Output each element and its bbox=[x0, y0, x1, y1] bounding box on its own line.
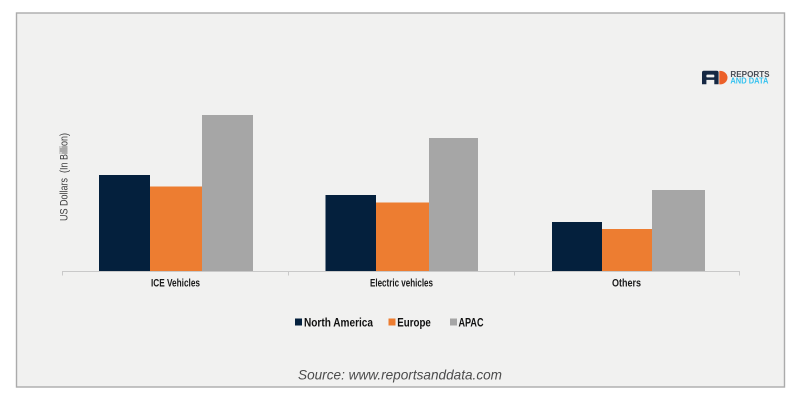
svg-text:AND DATA: AND DATA bbox=[730, 77, 768, 86]
svg-text:Others: Others bbox=[612, 278, 641, 290]
svg-text:US Dollars (In Billion): US Dollars (In Billion) bbox=[59, 133, 71, 221]
svg-text:Source: www.reportsanddata.com: Source: www.reportsanddata.com bbox=[298, 367, 502, 383]
svg-text:ICE Vehicles: ICE Vehicles bbox=[151, 278, 200, 290]
svg-text:REPORTS: REPORTS bbox=[730, 70, 770, 79]
svg-text:North America: North America bbox=[304, 316, 373, 330]
svg-text:Electric vehicles: Electric vehicles bbox=[370, 278, 433, 290]
svg-text:APAC: APAC bbox=[459, 316, 484, 330]
svg-text:Europe: Europe bbox=[397, 316, 431, 330]
